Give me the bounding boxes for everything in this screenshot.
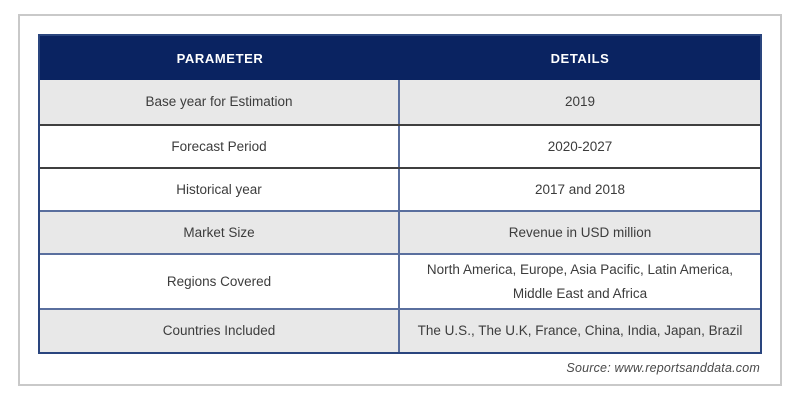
source-attribution: Source: www.reportsanddata.com [566, 361, 760, 375]
param-cell: Countries Included [40, 310, 400, 352]
details-cell: Revenue in USD million [508, 224, 652, 240]
details-cell: 2020-2027 [547, 138, 613, 154]
table-header-row: PARAMETER DETAILS [40, 36, 760, 80]
header-cell-details: DETAILS [550, 50, 610, 66]
details-cell: 2017 and 2018 [534, 181, 626, 197]
details-cell: North America, Europe, Asia Pacific, Lat… [426, 261, 734, 301]
table-row-forecast-period: Forecast Period 2020-2027 [40, 124, 760, 167]
scope-table: PARAMETER DETAILS Base year for Estimati… [38, 34, 762, 354]
table-row-base-year: Base year for Estimation 2019 [40, 80, 760, 124]
details-cell: 2019 [564, 94, 596, 109]
param-cell: Market Size [40, 212, 400, 253]
param-cell: Forecast Period [40, 126, 400, 167]
header-cell-parameter: PARAMETER [176, 50, 264, 66]
param-cell: Historical year [40, 169, 400, 210]
table-row-historical-year: Historical year 2017 and 2018 [40, 167, 760, 210]
details-cell: The U.S., The U.K, France, China, India,… [417, 323, 743, 338]
report-scope-card: PARAMETER DETAILS Base year for Estimati… [18, 14, 782, 386]
param-cell: Regions Covered [40, 255, 400, 308]
table-row-market-size: Market Size Revenue in USD million [40, 210, 760, 253]
table-row-countries-included: Countries Included The U.S., The U.K, Fr… [40, 308, 760, 352]
param-cell: Base year for Estimation [40, 80, 400, 124]
table-row-regions-covered: Regions Covered North America, Europe, A… [40, 253, 760, 308]
